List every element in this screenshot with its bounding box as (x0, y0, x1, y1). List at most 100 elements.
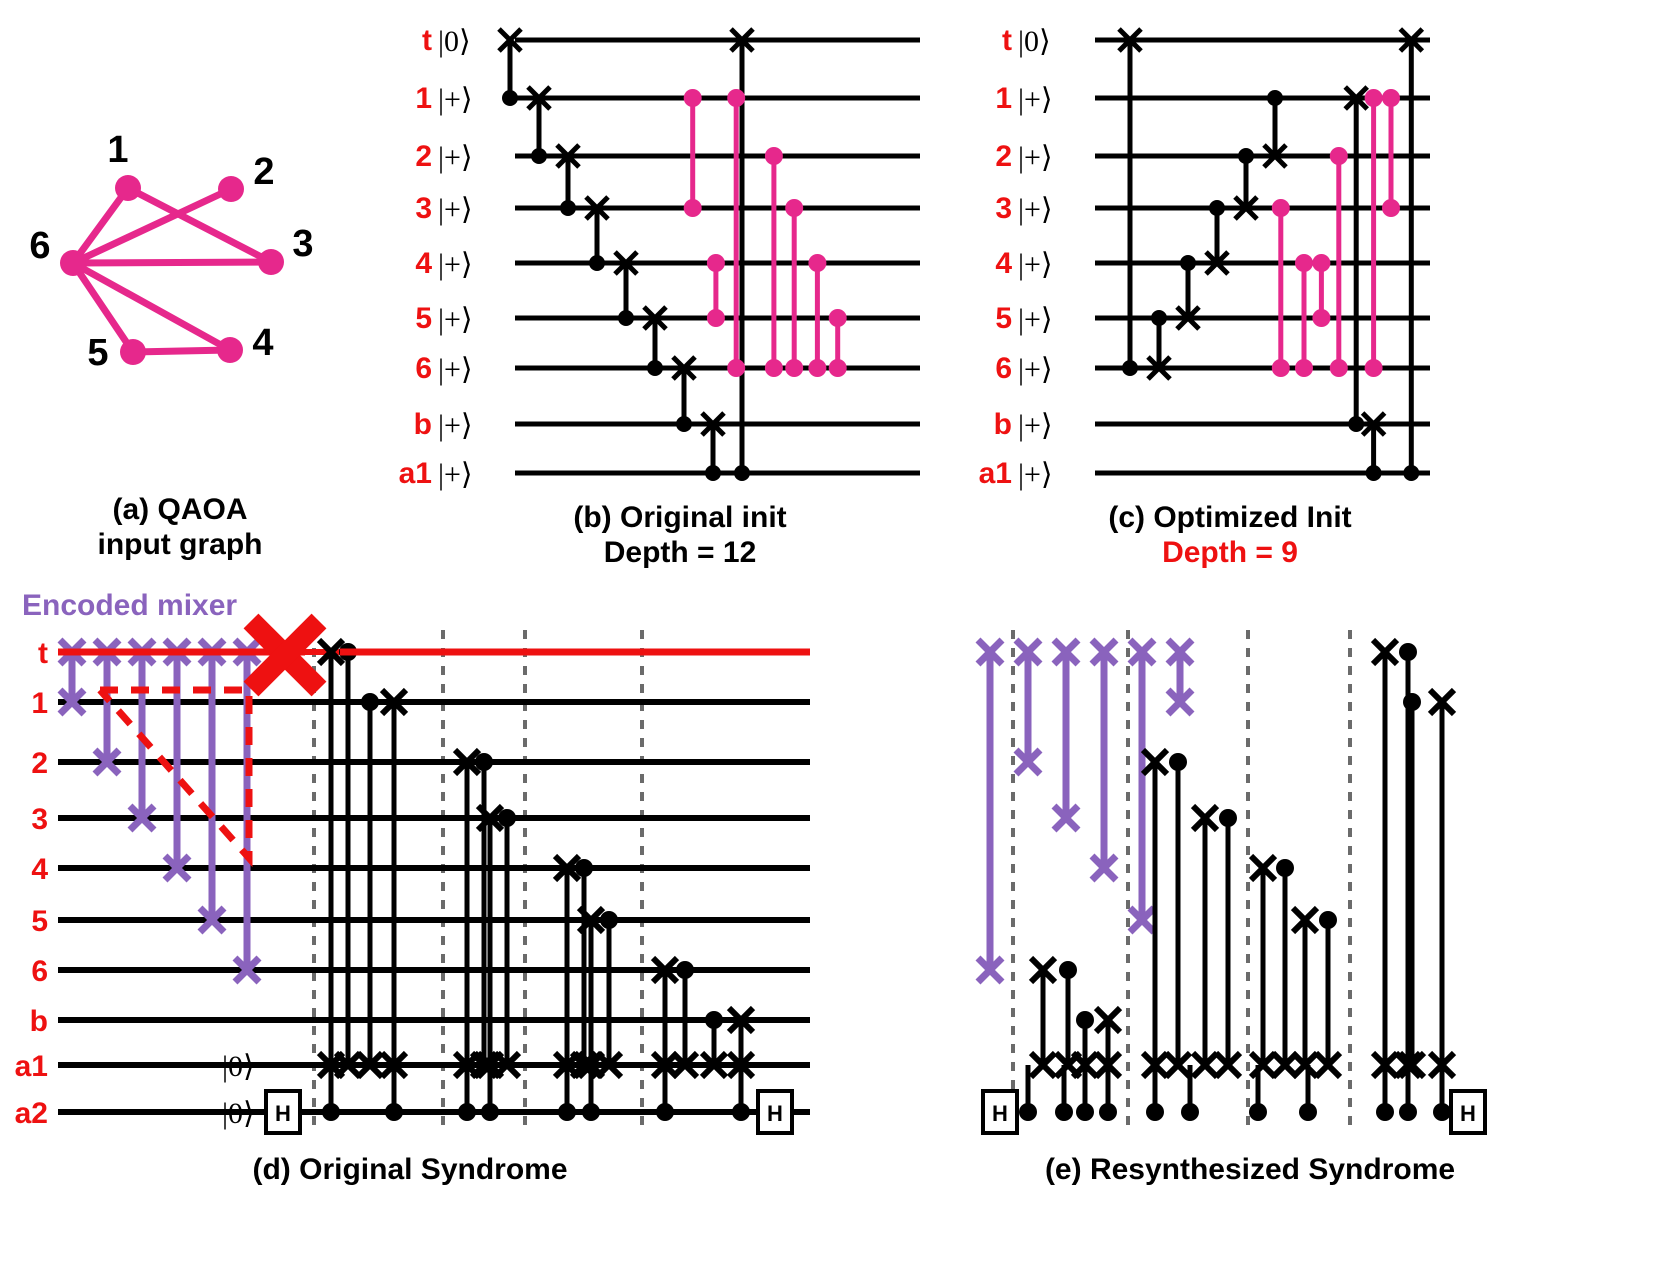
wire-ket-1: |+⟩ (1018, 83, 1053, 116)
control-dot-icon (1267, 90, 1283, 106)
wire-label-2: 2 (31, 747, 48, 780)
graph-node-label: 5 (87, 332, 108, 374)
cnot-target-icon (671, 355, 697, 381)
cnot-target-icon (1127, 905, 1157, 935)
cnot-target-icon (975, 955, 1005, 985)
control-dot-icon (676, 416, 692, 432)
wire-label-5: 5 (31, 905, 48, 938)
control-dot-icon (1365, 465, 1382, 481)
control-dot-icon (1399, 643, 1417, 661)
cnot-target-icon (92, 747, 122, 777)
control-dot-icon (1151, 310, 1167, 326)
control-dot-icon (1329, 359, 1348, 377)
cnot-target-icon (576, 905, 606, 935)
wire-label-4: 4 (995, 247, 1012, 280)
wire-label-t: t (422, 24, 432, 57)
wire-label-1: 1 (415, 82, 432, 115)
control-dot-icon (727, 89, 746, 107)
hadamard-gate[interactable] (756, 1089, 794, 1135)
cnot-target-icon (1028, 1050, 1058, 1080)
wire-label-4: 4 (31, 853, 48, 886)
control-dot-icon (558, 1103, 576, 1121)
wire-ket-a2: |0⟩ (222, 1097, 255, 1130)
cnot-target-icon (1165, 637, 1195, 667)
control-dot-icon (1329, 147, 1348, 165)
hadamard-label: H (1460, 1101, 1476, 1126)
cnot-target-icon (1089, 637, 1119, 667)
control-dot-icon (1399, 1103, 1417, 1121)
cnot-target-icon (584, 195, 610, 221)
cnot-target-icon (1290, 905, 1320, 935)
control-dot-icon (1312, 254, 1331, 272)
cnot-target-icon (1175, 305, 1201, 331)
wire-label-2: 2 (995, 140, 1012, 173)
control-dot-icon (1059, 961, 1077, 979)
control-dot-icon (828, 359, 847, 377)
cnot-target-icon (526, 85, 552, 111)
graph-node[interactable] (218, 176, 244, 202)
control-dot-icon (1403, 465, 1420, 481)
hadamard-gate[interactable] (1449, 1089, 1487, 1135)
cnot-target-icon (475, 803, 505, 833)
graph-edge (129, 346, 234, 356)
wire-label-a1: a1 (979, 457, 1012, 490)
cnot-target-icon (729, 27, 755, 53)
control-dot-icon (1099, 1103, 1117, 1121)
control-dot-icon (1209, 200, 1225, 216)
wire-ket-3: |+⟩ (1018, 193, 1053, 226)
cnot-target-icon (1360, 411, 1387, 437)
cnot-target-icon (162, 853, 192, 883)
control-dot-icon (785, 199, 804, 217)
control-dot-icon (727, 359, 746, 377)
cnot-target-icon (726, 1005, 756, 1035)
graph-edge (69, 185, 235, 267)
wire-ket-2: |+⟩ (1018, 141, 1053, 174)
control-dot-icon (656, 1103, 674, 1121)
wire-label-t: t (1002, 24, 1012, 57)
cnot-target-icon (642, 305, 668, 331)
graph-node[interactable] (120, 339, 146, 365)
wire-label-a2: a2 (15, 1097, 48, 1130)
cnot-target-icon (1165, 687, 1195, 717)
wire-label-4: 4 (415, 247, 432, 280)
graph-node[interactable] (115, 175, 141, 201)
cnot-target-icon (650, 955, 680, 985)
cnot-target-icon (333, 1050, 363, 1080)
cnot-target-icon (975, 637, 1005, 667)
cnot-target-icon (699, 1050, 729, 1080)
hadamard-gate[interactable] (981, 1089, 1019, 1135)
cnot-target-icon (1248, 853, 1278, 883)
wire-label-3: 3 (31, 803, 48, 836)
control-dot-icon (618, 310, 634, 326)
control-dot-icon (705, 465, 721, 481)
control-dot-icon (764, 147, 783, 165)
wire-label-a1: a1 (15, 1050, 48, 1083)
cnot-target-icon (1028, 955, 1058, 985)
graph-node[interactable] (60, 250, 86, 276)
control-dot-icon (764, 359, 783, 377)
cnot-target-icon (1051, 803, 1081, 833)
control-dot-icon (560, 200, 576, 216)
graph-node[interactable] (217, 337, 243, 363)
cnot-target-icon (316, 637, 346, 667)
wire-label-a1: a1 (399, 457, 432, 490)
wire-label-1: 1 (31, 687, 48, 720)
control-dot-icon (1299, 1103, 1317, 1121)
graph-node[interactable] (258, 249, 284, 275)
wire-ket-1: |+⟩ (438, 83, 473, 116)
mixer-idle-triangle (97, 686, 253, 868)
cnot-target-icon (1051, 637, 1081, 667)
cnot-target-icon (1204, 250, 1230, 276)
control-dot-icon (475, 753, 493, 771)
hadamard-gate[interactable] (264, 1089, 302, 1135)
wire-label-t: t (38, 637, 48, 670)
wire-ket-6: |+⟩ (438, 353, 473, 386)
cnot-target-icon (1313, 1050, 1343, 1080)
wire-ket-t: |0⟩ (1018, 25, 1051, 58)
cnot-target-icon (594, 1050, 624, 1080)
panel-b-original-init: t |0⟩ 1 |+⟩ 2 |+⟩ 3 |+⟩ 4 |+⟩ 5 |+⟩ 6 |+⟩ b |+⟩ a1 |+⟩ (399, 8, 940, 498)
cnot-target-icon (1089, 853, 1119, 883)
